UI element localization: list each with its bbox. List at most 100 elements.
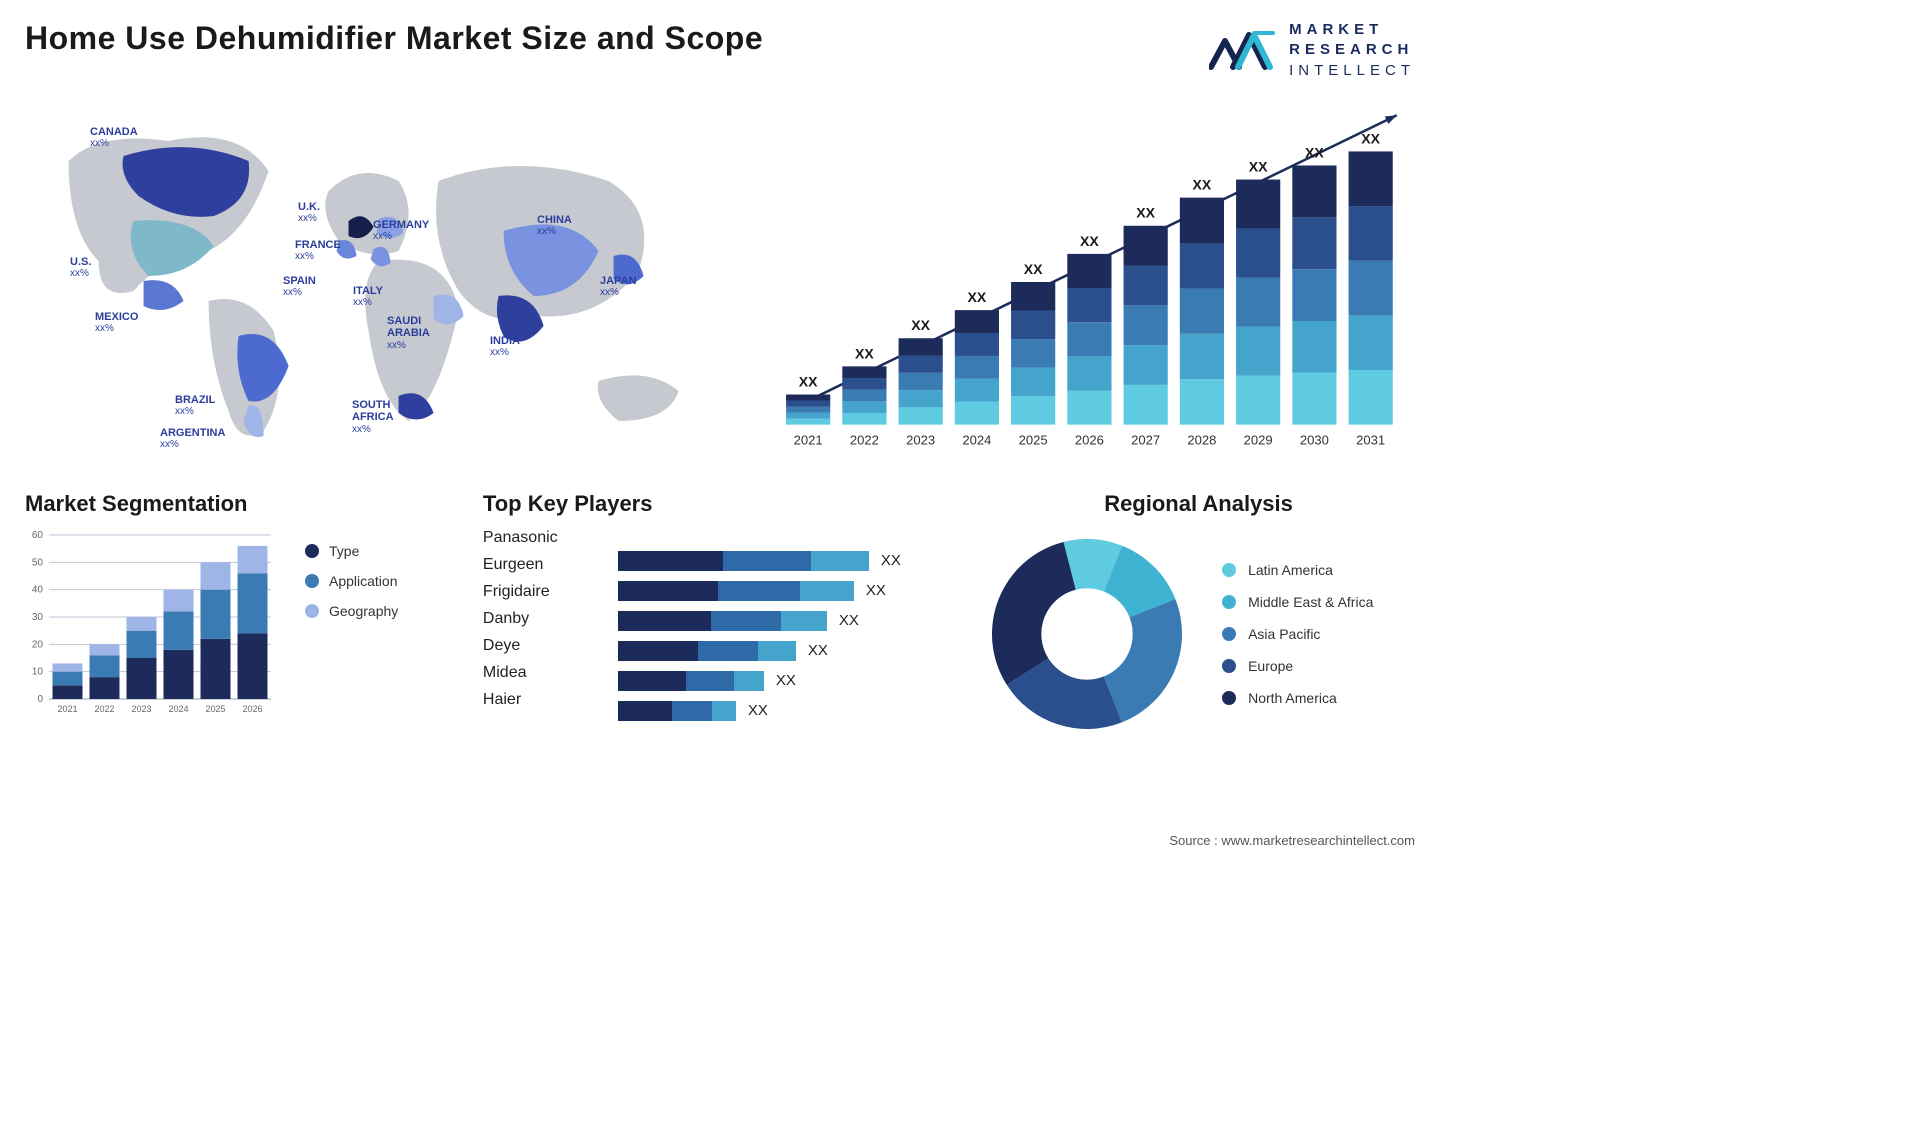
svg-text:2026: 2026 (1075, 432, 1104, 447)
segmentation-bar-chart: 0102030405060202120222023202420252026 (25, 529, 285, 729)
player-bar-seg (800, 581, 854, 601)
player-name: Danby (483, 610, 593, 628)
key-players-panel: Top Key Players PanasonicEurgeenFrigidai… (483, 491, 957, 739)
regional-legend: Latin America Middle East & Africa Asia Pa… (1222, 562, 1373, 706)
map-label: CANADAxx% (90, 126, 138, 150)
player-bar-seg (781, 611, 827, 631)
svg-text:2026: 2026 (242, 704, 262, 714)
svg-text:2023: 2023 (131, 704, 151, 714)
player-bar-row: XX (618, 551, 957, 571)
player-value: XX (748, 702, 768, 719)
player-bar-seg (723, 551, 811, 571)
svg-text:2025: 2025 (205, 704, 225, 714)
legend-label: Application (329, 573, 398, 589)
player-name: Deye (483, 637, 593, 655)
svg-text:2028: 2028 (1188, 432, 1217, 447)
player-bar-seg (618, 581, 718, 601)
legend-item: Latin America (1222, 562, 1373, 578)
svg-text:XX: XX (1136, 204, 1155, 220)
key-players-bars: XX XX XX XX XX XX (618, 529, 957, 721)
player-bar (618, 641, 796, 661)
regional-donut-chart (982, 529, 1192, 739)
forecast-chart-panel: XX2021XX2022XX2023XX2024XX2025XX2026XX20… (772, 101, 1415, 461)
logo-text: MARKET RESEARCH INTELLECT (1289, 20, 1415, 81)
svg-text:2029: 2029 (1244, 432, 1273, 447)
player-bar (618, 581, 854, 601)
svg-text:XX: XX (1024, 261, 1043, 277)
svg-text:60: 60 (32, 530, 44, 541)
segmentation-title: Market Segmentation (25, 491, 458, 517)
player-value: XX (866, 582, 886, 599)
map-label: ITALYxx% (353, 285, 383, 309)
logo-line2: RESEARCH (1289, 40, 1415, 60)
svg-text:10: 10 (32, 666, 44, 677)
legend-item: Europe (1222, 658, 1373, 674)
player-bar-row: XX (618, 701, 957, 721)
svg-text:XX: XX (1361, 130, 1380, 146)
logo-mark-icon (1209, 27, 1275, 73)
legend-dot-icon (1222, 595, 1236, 609)
legend-item: Application (305, 573, 398, 589)
legend-dot-icon (305, 604, 319, 618)
map-label: SAUDIARABIAxx% (387, 315, 430, 352)
svg-text:40: 40 (32, 584, 44, 595)
legend-label: Geography (329, 603, 398, 619)
player-bar (618, 671, 764, 691)
player-bar-seg (618, 641, 698, 661)
player-bar-seg (672, 701, 712, 721)
regional-title: Regional Analysis (982, 491, 1415, 517)
legend-label: Latin America (1248, 562, 1333, 578)
player-value: XX (776, 672, 796, 689)
legend-label: Middle East & Africa (1248, 594, 1373, 610)
player-bar-seg (811, 551, 869, 571)
legend-item: Middle East & Africa (1222, 594, 1373, 610)
svg-text:XX: XX (799, 373, 818, 389)
world-map-panel: CANADAxx%U.S.xx%MEXICOxx%BRAZILxx%ARGENT… (25, 101, 732, 461)
map-label: CHINAxx% (537, 214, 572, 238)
svg-text:30: 30 (32, 612, 44, 623)
svg-text:XX: XX (1080, 233, 1099, 249)
map-label: SOUTHAFRICAxx% (352, 399, 394, 436)
player-bar (618, 551, 869, 571)
key-players-names: PanasonicEurgeenFrigidaireDanbyDeyeMidea… (483, 529, 593, 721)
player-bar-seg (711, 611, 781, 631)
key-players-title: Top Key Players (483, 491, 957, 517)
legend-dot-icon (305, 544, 319, 558)
brand-logo: MARKET RESEARCH INTELLECT (1209, 20, 1415, 81)
svg-text:XX: XX (1249, 158, 1268, 174)
svg-text:2024: 2024 (963, 432, 992, 447)
legend-label: North America (1248, 690, 1337, 706)
map-label: FRANCExx% (295, 239, 341, 263)
player-name: Haier (483, 691, 593, 709)
player-value: XX (839, 612, 859, 629)
legend-label: Europe (1248, 658, 1293, 674)
legend-dot-icon (1222, 627, 1236, 641)
player-bar-seg (734, 671, 764, 691)
player-bar-seg (698, 641, 758, 661)
source-text: Source : www.marketresearchintellect.com (1169, 833, 1415, 848)
map-label: INDIAxx% (490, 335, 520, 359)
map-label: MEXICOxx% (95, 311, 138, 335)
legend-dot-icon (305, 574, 319, 588)
player-bar-row: XX (618, 641, 957, 661)
segmentation-legend: Type Application Geography (305, 543, 398, 619)
svg-text:2027: 2027 (1131, 432, 1160, 447)
map-label: ARGENTINAxx% (160, 427, 225, 451)
svg-text:2021: 2021 (57, 704, 77, 714)
player-bar-row: XX (618, 671, 957, 691)
svg-text:2031: 2031 (1356, 432, 1385, 447)
player-bar-row: XX (618, 611, 957, 631)
map-label: JAPANxx% (600, 275, 636, 299)
map-label: SPAINxx% (283, 275, 316, 299)
player-name: Frigidaire (483, 583, 593, 601)
legend-item: Asia Pacific (1222, 626, 1373, 642)
svg-text:XX: XX (855, 345, 874, 361)
map-label: U.K.xx% (298, 201, 320, 225)
player-bar-seg (618, 551, 723, 571)
player-bar-seg (718, 581, 800, 601)
player-name: Midea (483, 664, 593, 682)
logo-line3: INTELLECT (1289, 61, 1415, 81)
svg-text:XX: XX (1305, 144, 1324, 160)
player-bar-seg (618, 611, 711, 631)
legend-item: Type (305, 543, 398, 559)
